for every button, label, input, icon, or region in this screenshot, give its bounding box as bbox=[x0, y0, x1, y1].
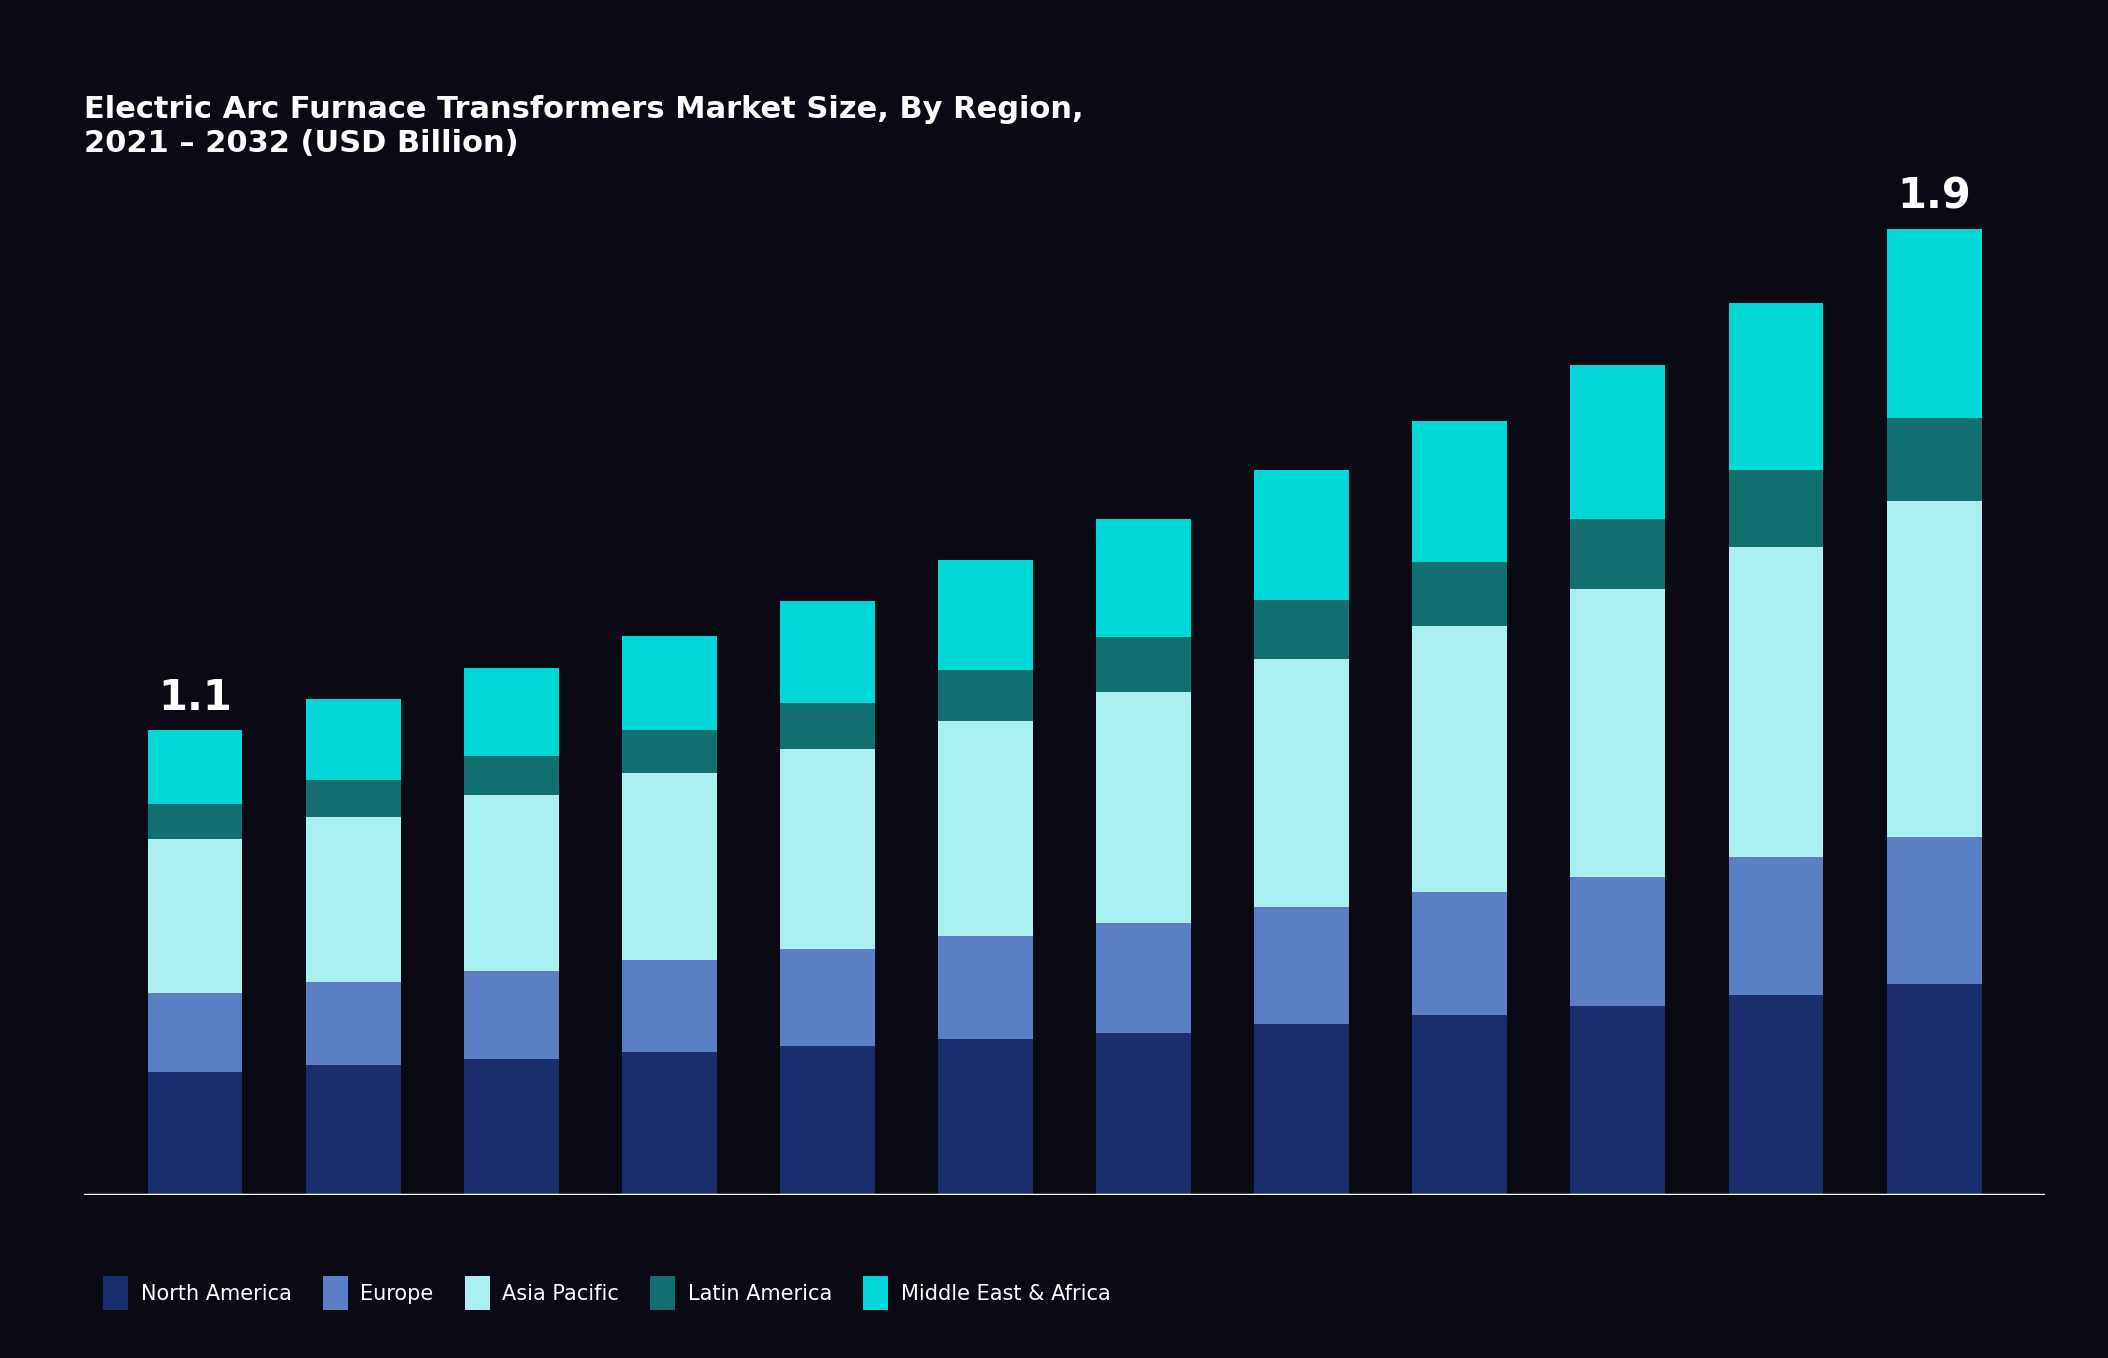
Bar bbox=[1412, 892, 1507, 1014]
Bar bbox=[1570, 1006, 1665, 1195]
Bar bbox=[148, 839, 242, 993]
Bar bbox=[780, 1046, 875, 1195]
Bar bbox=[1887, 837, 1982, 985]
Bar bbox=[464, 756, 559, 796]
Bar bbox=[306, 982, 401, 1066]
Legend: North America, Europe, Asia Pacific, Latin America, Middle East & Africa: North America, Europe, Asia Pacific, Lat… bbox=[95, 1267, 1119, 1319]
Bar bbox=[306, 1066, 401, 1195]
Bar bbox=[1254, 659, 1349, 907]
Bar bbox=[622, 960, 717, 1052]
Bar bbox=[1412, 421, 1507, 562]
Bar bbox=[780, 750, 875, 949]
Bar bbox=[622, 731, 717, 774]
Bar bbox=[1254, 907, 1349, 1024]
Bar bbox=[1254, 600, 1349, 659]
Bar bbox=[1096, 693, 1191, 922]
Bar bbox=[1570, 519, 1665, 589]
Bar bbox=[1096, 1032, 1191, 1195]
Bar bbox=[1887, 501, 1982, 837]
Bar bbox=[148, 729, 242, 804]
Bar bbox=[1096, 519, 1191, 637]
Bar bbox=[1729, 995, 1823, 1195]
Bar bbox=[1729, 547, 1823, 857]
Bar bbox=[938, 671, 1033, 721]
Bar bbox=[938, 936, 1033, 1039]
Bar bbox=[1254, 470, 1349, 600]
Bar bbox=[464, 796, 559, 971]
Bar bbox=[1729, 303, 1823, 470]
Bar bbox=[1887, 985, 1982, 1195]
Bar bbox=[938, 1039, 1033, 1195]
Bar bbox=[1412, 562, 1507, 626]
Bar bbox=[938, 561, 1033, 671]
Bar bbox=[306, 699, 401, 779]
Bar bbox=[1254, 1024, 1349, 1195]
Bar bbox=[1412, 1014, 1507, 1195]
Bar bbox=[464, 668, 559, 756]
Bar bbox=[780, 702, 875, 750]
Bar bbox=[1570, 365, 1665, 519]
Bar bbox=[1570, 589, 1665, 877]
Bar bbox=[1729, 470, 1823, 547]
Bar bbox=[464, 1059, 559, 1195]
Bar bbox=[1570, 877, 1665, 1006]
Bar bbox=[1887, 418, 1982, 501]
Bar bbox=[1729, 857, 1823, 995]
Bar bbox=[780, 949, 875, 1046]
Bar bbox=[622, 636, 717, 731]
Bar bbox=[938, 721, 1033, 936]
Bar bbox=[1412, 626, 1507, 892]
Bar bbox=[148, 1071, 242, 1195]
Bar bbox=[148, 804, 242, 839]
Bar bbox=[780, 600, 875, 702]
Text: Electric Arc Furnace Transformers Market Size, By Region,
2021 – 2032 (USD Billi: Electric Arc Furnace Transformers Market… bbox=[84, 95, 1084, 158]
Bar bbox=[622, 1052, 717, 1195]
Bar bbox=[622, 774, 717, 960]
Bar bbox=[306, 818, 401, 982]
Bar bbox=[1887, 230, 1982, 418]
Text: 1.9: 1.9 bbox=[1897, 175, 1971, 217]
Bar bbox=[1096, 922, 1191, 1032]
Bar bbox=[148, 993, 242, 1071]
Bar bbox=[306, 779, 401, 818]
Bar bbox=[464, 971, 559, 1059]
Bar bbox=[1096, 637, 1191, 693]
Text: 1.1: 1.1 bbox=[158, 676, 232, 718]
